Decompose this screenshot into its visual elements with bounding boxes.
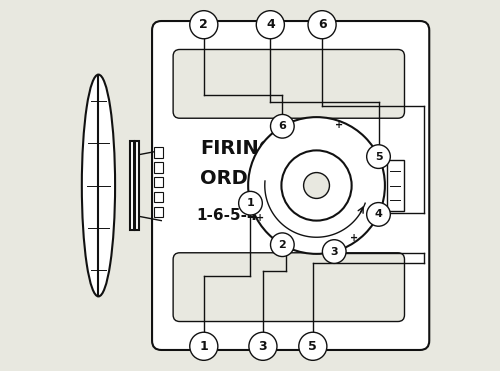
Text: +: + — [334, 120, 342, 130]
Bar — [154, 147, 163, 158]
Ellipse shape — [82, 75, 115, 296]
FancyBboxPatch shape — [152, 21, 429, 350]
Text: FIRING: FIRING — [200, 139, 275, 158]
Circle shape — [270, 233, 294, 256]
Text: +: + — [350, 233, 358, 243]
Circle shape — [304, 173, 330, 198]
Circle shape — [248, 117, 385, 254]
Text: 5: 5 — [308, 340, 317, 353]
Bar — [135, 141, 138, 230]
Text: 1: 1 — [200, 340, 208, 353]
Circle shape — [308, 11, 336, 39]
Text: 2: 2 — [200, 18, 208, 31]
Circle shape — [249, 332, 277, 360]
Circle shape — [366, 203, 390, 226]
Circle shape — [190, 11, 218, 39]
Text: 6: 6 — [318, 18, 326, 31]
Text: 4: 4 — [374, 209, 382, 219]
Circle shape — [190, 332, 218, 360]
Text: 1: 1 — [246, 198, 254, 208]
Circle shape — [270, 115, 294, 138]
Circle shape — [282, 150, 352, 221]
Bar — [154, 207, 163, 217]
Text: 3: 3 — [330, 247, 338, 257]
FancyBboxPatch shape — [173, 253, 404, 322]
Bar — [154, 192, 163, 202]
Text: 4: 4 — [266, 18, 274, 31]
Bar — [130, 141, 134, 230]
Text: 3: 3 — [258, 340, 267, 353]
Text: 2: 2 — [278, 240, 286, 250]
Text: 6: 6 — [278, 121, 286, 131]
Circle shape — [322, 240, 346, 263]
Bar — [154, 177, 163, 187]
Text: 1-6-5-4-3-2: 1-6-5-4-3-2 — [196, 207, 292, 223]
Circle shape — [256, 11, 284, 39]
Bar — [387, 160, 404, 211]
FancyBboxPatch shape — [173, 49, 404, 118]
Circle shape — [299, 332, 327, 360]
Text: 5: 5 — [374, 152, 382, 162]
Bar — [154, 162, 163, 173]
Circle shape — [366, 145, 390, 168]
Text: ORDER: ORDER — [200, 168, 276, 188]
Text: +: + — [256, 213, 264, 223]
Circle shape — [238, 191, 262, 215]
